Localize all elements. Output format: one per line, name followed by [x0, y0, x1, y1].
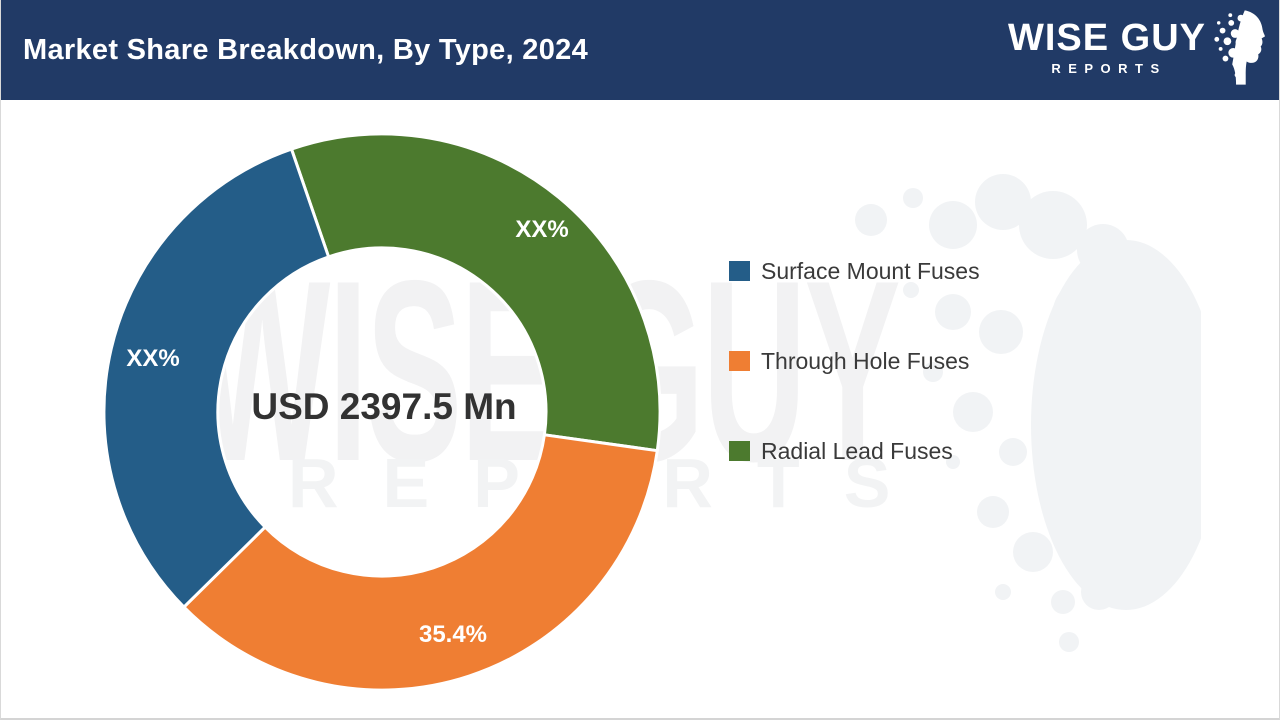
legend-item-through-hole-fuses: Through Hole Fuses: [729, 337, 980, 385]
slice-label-surface-mount-fuses: XX%: [126, 345, 180, 372]
logo-face-icon: [1214, 10, 1265, 85]
legend-swatch-icon: [729, 441, 750, 461]
donut-slice: [290, 132, 662, 453]
header-bar: Market Share Breakdown, By Type, 2024 WI…: [1, 0, 1279, 100]
slice-label-through-hole-fuses: 35.4%: [418, 621, 488, 648]
slice-label-radial-lead-fuses: XX%: [515, 216, 569, 243]
legend-label: Radial Lead Fuses: [761, 437, 953, 464]
legend-item-surface-mount-fuses: Surface Mount Fuses: [729, 247, 980, 295]
donut-center-value: USD 2397.5 Mn: [251, 386, 517, 427]
chart-area: XX% 35.4% XX% USD 2397.5 Mn Surface Moun…: [1, 100, 1279, 718]
legend-swatch-icon: [729, 261, 750, 281]
legend: Surface Mount Fuses Through Hole Fuses R…: [729, 247, 980, 475]
logo-subtitle: REPORTS: [1051, 60, 1167, 76]
brand-logo: WISE GUY REPORTS: [1008, 9, 1265, 85]
logo-text: WISE GUY REPORTS: [1007, 17, 1206, 76]
page-title: Market Share Breakdown, By Type, 2024: [23, 33, 589, 66]
legend-swatch-icon: [729, 351, 750, 371]
donut-slice: [102, 147, 331, 609]
legend-label: Through Hole Fuses: [761, 347, 970, 374]
logo-wordmark: WISE GUY: [1007, 17, 1206, 60]
legend-item-radial-lead-fuses: Radial Lead Fuses: [729, 427, 980, 475]
donut-chart: [102, 132, 662, 692]
donut-slice: [182, 433, 659, 692]
legend-label: Surface Mount Fuses: [761, 257, 980, 284]
